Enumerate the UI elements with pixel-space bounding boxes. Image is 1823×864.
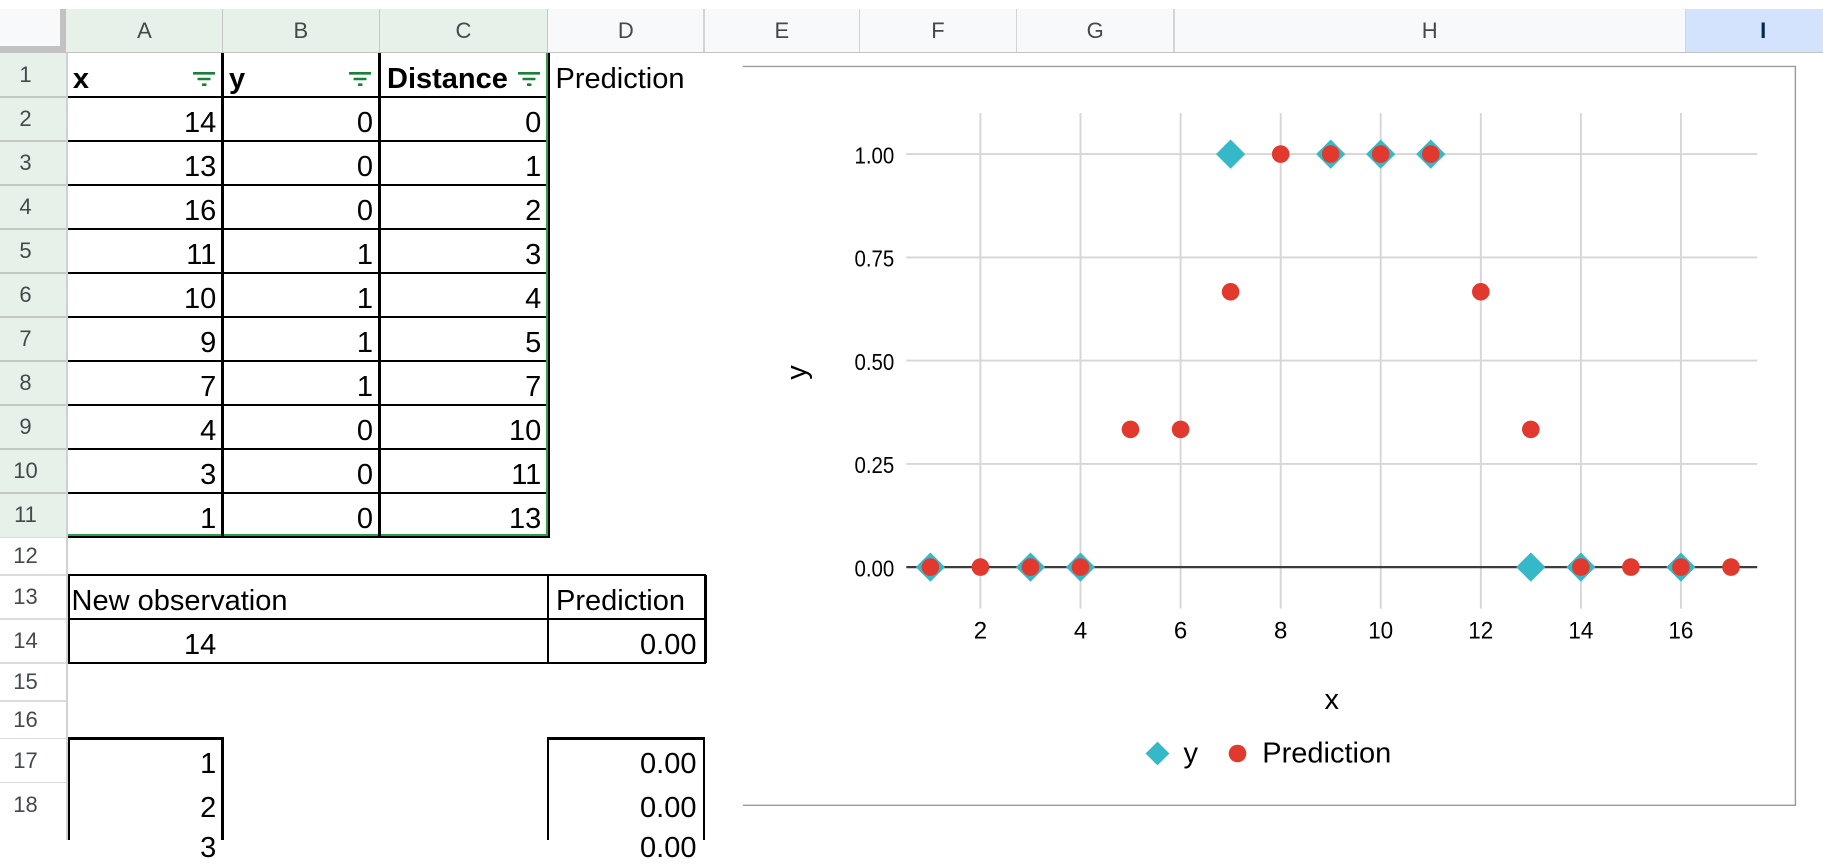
svg-text:6: 6 <box>1174 618 1187 645</box>
svg-text:12: 12 <box>1468 618 1493 645</box>
svg-text:8: 8 <box>1274 618 1287 645</box>
svg-text:0.75: 0.75 <box>855 246 895 272</box>
svg-text:1.00: 1.00 <box>855 142 895 168</box>
svg-text:0.50: 0.50 <box>855 349 895 375</box>
svg-text:y: y <box>1184 737 1199 769</box>
svg-text:y: y <box>781 365 813 380</box>
svg-text:16: 16 <box>1668 618 1693 645</box>
svg-text:Prediction: Prediction <box>1262 737 1391 769</box>
svg-text:10: 10 <box>1368 618 1393 645</box>
svg-text:0.25: 0.25 <box>855 452 895 478</box>
svg-text:2: 2 <box>974 618 987 645</box>
svg-text:x: x <box>1325 684 1340 716</box>
svg-text:4: 4 <box>1074 618 1087 645</box>
svg-text:14: 14 <box>1568 618 1593 645</box>
svg-text:0.00: 0.00 <box>855 555 895 581</box>
